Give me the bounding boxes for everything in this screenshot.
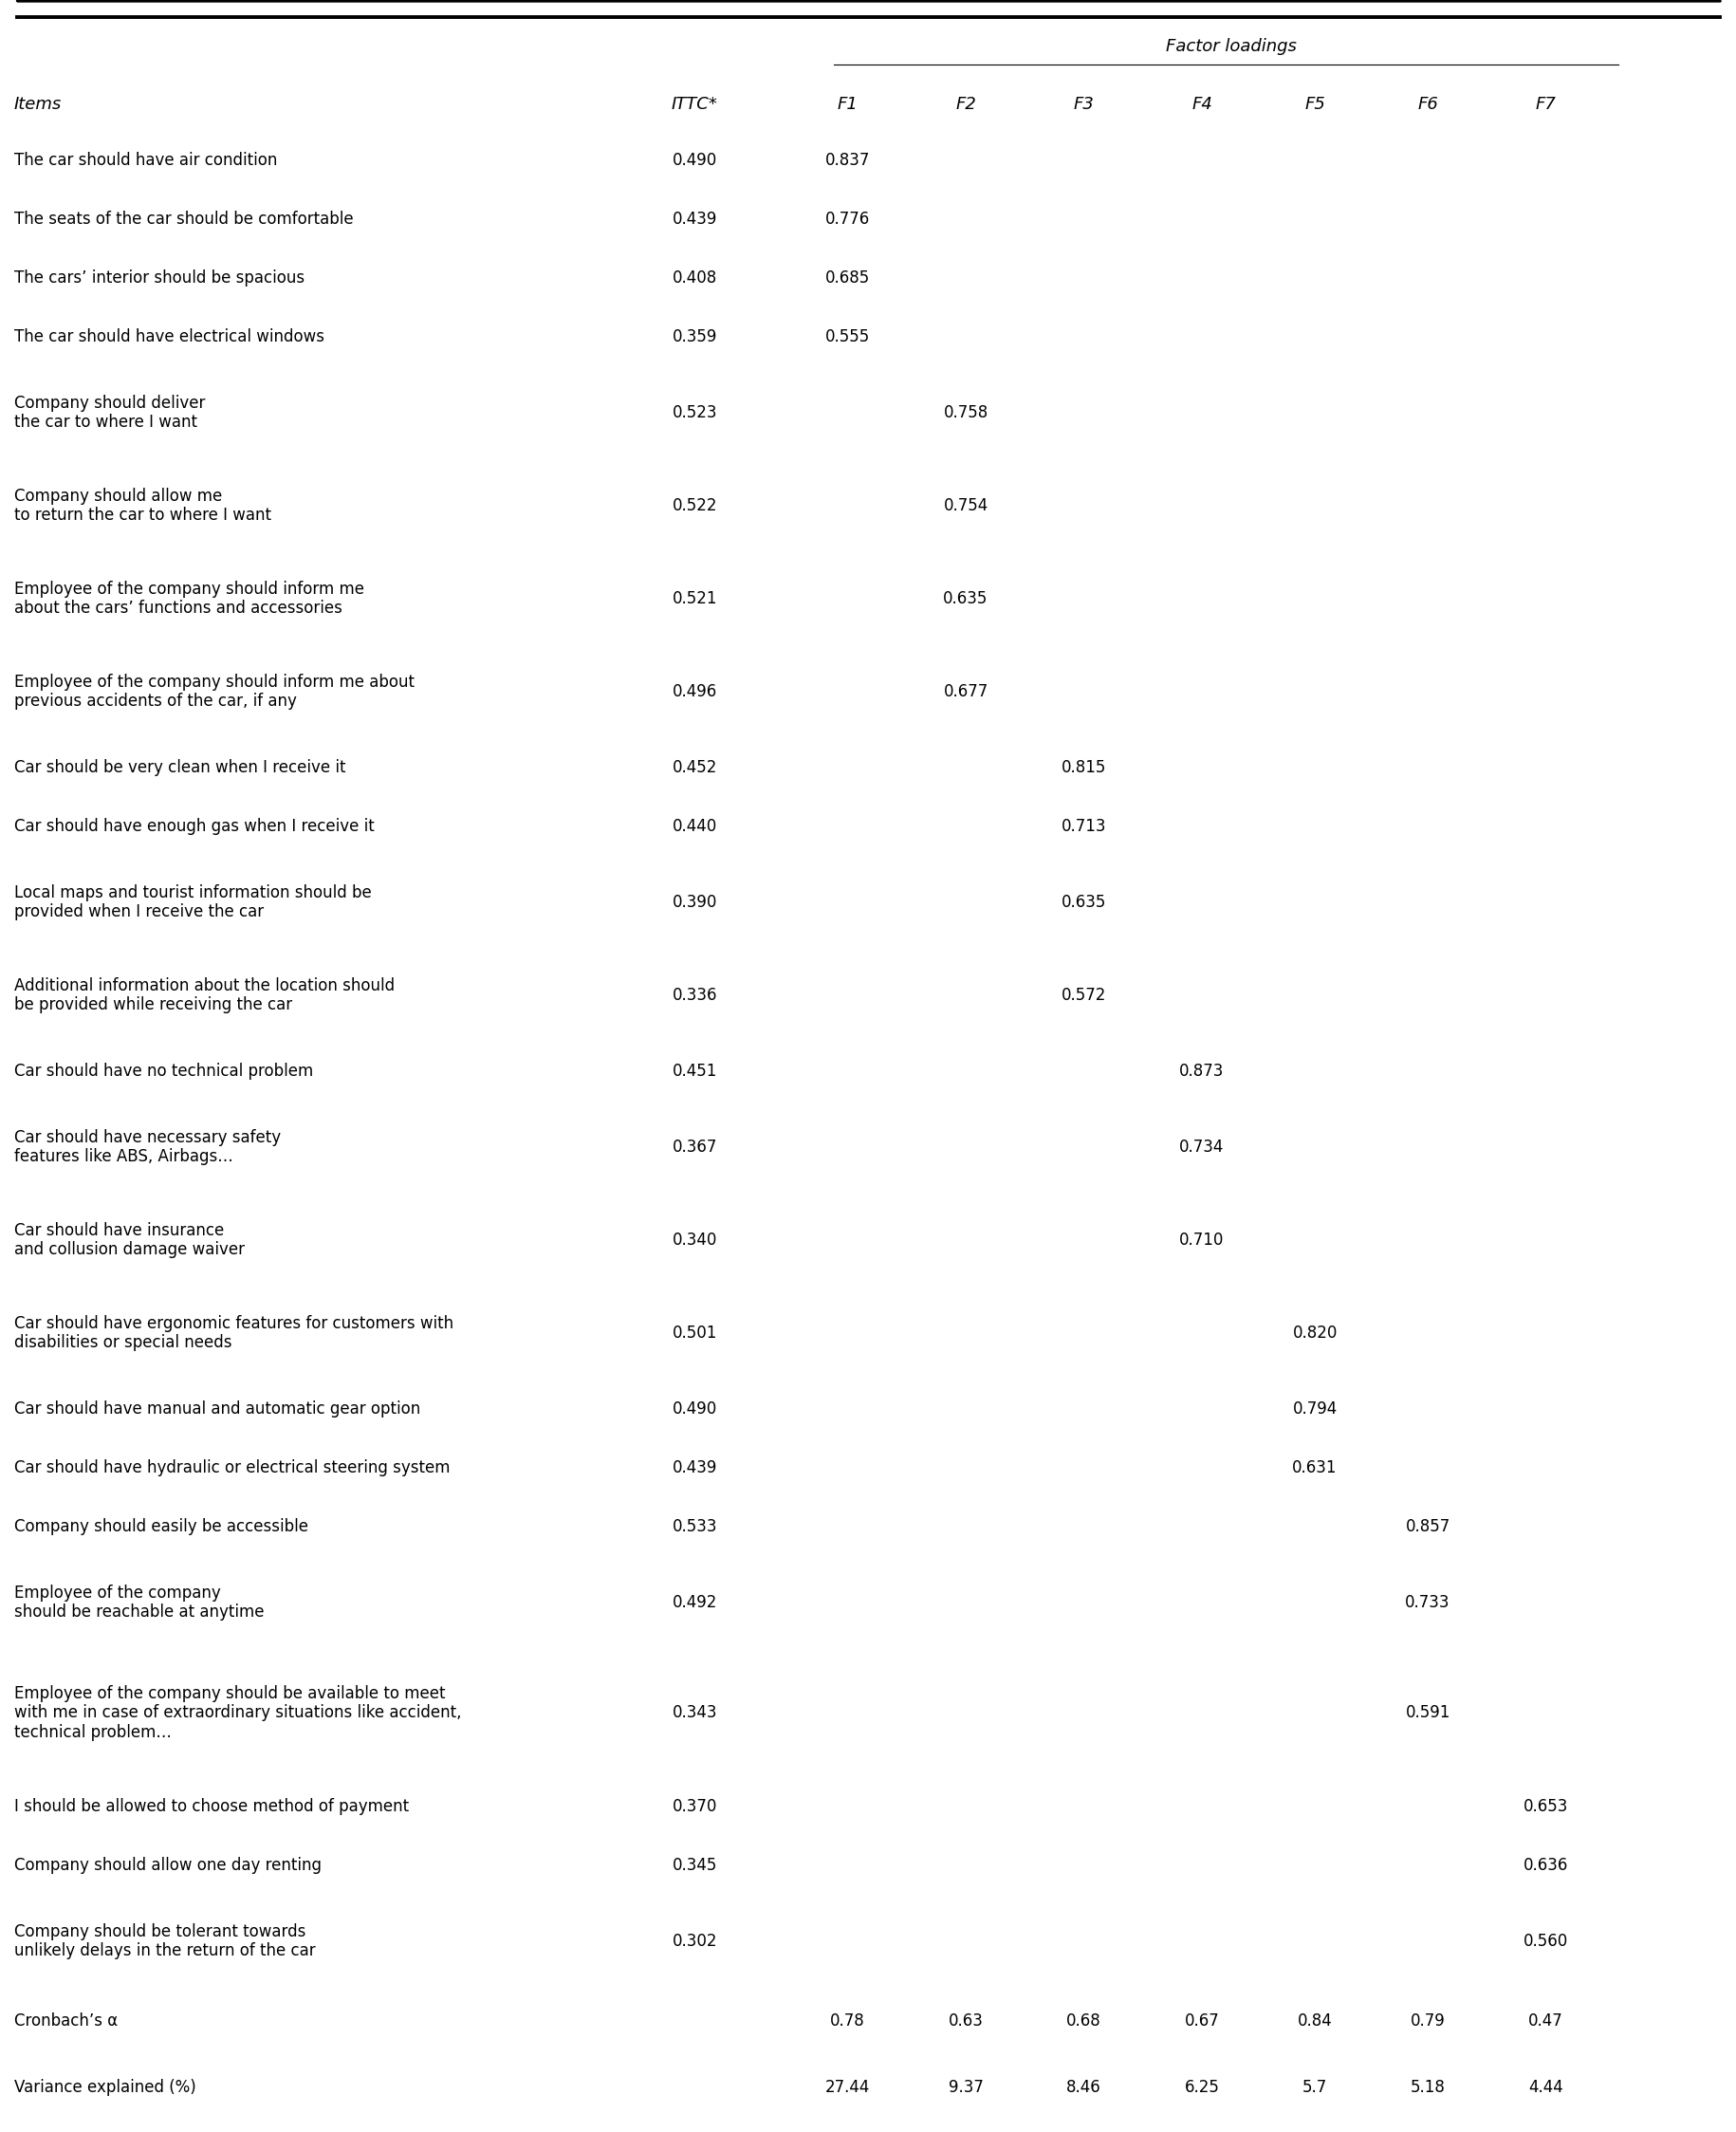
- Text: 0.79: 0.79: [1410, 2013, 1444, 2030]
- Text: F1: F1: [837, 96, 858, 113]
- Text: Company should easily be accessible: Company should easily be accessible: [14, 1518, 307, 1535]
- Text: 0.490: 0.490: [672, 1401, 717, 1418]
- Text: 0.873: 0.873: [1179, 1062, 1224, 1079]
- Text: 0.451: 0.451: [672, 1062, 717, 1079]
- Text: 0.733: 0.733: [1404, 1595, 1450, 1612]
- Text: Company should be tolerant towards
unlikely delays in the return of the car: Company should be tolerant towards unlik…: [14, 1923, 314, 1959]
- Text: 0.408: 0.408: [672, 269, 717, 286]
- Text: 0.490: 0.490: [672, 151, 717, 168]
- Text: Car should have ergonomic features for customers with
disabilities or special ne: Car should have ergonomic features for c…: [14, 1315, 453, 1352]
- Text: 4.44: 4.44: [1528, 2079, 1562, 2096]
- Text: 0.345: 0.345: [672, 1857, 717, 1874]
- Text: 0.555: 0.555: [825, 328, 870, 345]
- Text: 0.492: 0.492: [672, 1595, 717, 1612]
- Text: 0.794: 0.794: [1292, 1401, 1337, 1418]
- Text: 0.522: 0.522: [672, 497, 717, 514]
- Text: Items: Items: [14, 96, 61, 113]
- Text: 0.439: 0.439: [672, 211, 717, 228]
- Text: 0.47: 0.47: [1528, 2013, 1562, 2030]
- Text: 0.636: 0.636: [1522, 1857, 1568, 1874]
- Text: 0.84: 0.84: [1297, 2013, 1332, 2030]
- Text: F5: F5: [1304, 96, 1325, 113]
- Text: 0.713: 0.713: [1061, 819, 1106, 836]
- Text: 0.591: 0.591: [1404, 1706, 1450, 1723]
- Text: The car should have air condition: The car should have air condition: [14, 151, 276, 168]
- Text: 0.439: 0.439: [672, 1458, 717, 1475]
- Text: Local maps and tourist information should be
provided when I receive the car: Local maps and tourist information shoul…: [14, 885, 372, 921]
- Text: The car should have electrical windows: The car should have electrical windows: [14, 328, 325, 345]
- Text: Factor loadings: Factor loadings: [1165, 38, 1297, 55]
- Text: 0.560: 0.560: [1522, 1934, 1568, 1951]
- Text: F2: F2: [955, 96, 976, 113]
- Text: 0.653: 0.653: [1522, 1797, 1568, 1814]
- Text: 0.572: 0.572: [1061, 987, 1106, 1004]
- Text: 0.857: 0.857: [1404, 1518, 1450, 1535]
- Text: 8.46: 8.46: [1066, 2079, 1101, 2096]
- Text: 0.336: 0.336: [672, 987, 717, 1004]
- Text: 0.367: 0.367: [672, 1138, 717, 1156]
- Text: Cronbach’s α: Cronbach’s α: [14, 2013, 118, 2030]
- Text: 0.390: 0.390: [672, 893, 717, 910]
- Text: I should be allowed to choose method of payment: I should be allowed to choose method of …: [14, 1797, 408, 1814]
- Text: 0.776: 0.776: [825, 211, 870, 228]
- Text: F3: F3: [1073, 96, 1094, 113]
- Text: Variance explained (%): Variance explained (%): [14, 2079, 196, 2096]
- Text: 0.523: 0.523: [672, 405, 717, 422]
- Text: 0.67: 0.67: [1184, 2013, 1219, 2030]
- Text: 5.7: 5.7: [1302, 2079, 1326, 2096]
- Text: 0.635: 0.635: [943, 591, 988, 608]
- Text: Employee of the company should inform me
about the cars’ functions and accessori: Employee of the company should inform me…: [14, 580, 365, 616]
- Text: Car should have enough gas when I receive it: Car should have enough gas when I receiv…: [14, 819, 373, 836]
- Text: The seats of the car should be comfortable: The seats of the car should be comfortab…: [14, 211, 352, 228]
- Text: Employee of the company
should be reachable at anytime: Employee of the company should be reacha…: [14, 1584, 264, 1620]
- Text: 0.343: 0.343: [672, 1706, 717, 1723]
- Text: 0.340: 0.340: [672, 1232, 717, 1249]
- Text: 0.734: 0.734: [1179, 1138, 1224, 1156]
- Text: ITTC*: ITTC*: [672, 96, 717, 113]
- Text: 0.452: 0.452: [672, 759, 717, 776]
- Text: Employee of the company should inform me about
previous accidents of the car, if: Employee of the company should inform me…: [14, 674, 413, 710]
- Text: 5.18: 5.18: [1410, 2079, 1444, 2096]
- Text: Company should deliver
the car to where I want: Company should deliver the car to where …: [14, 394, 205, 431]
- Text: 0.685: 0.685: [825, 269, 870, 286]
- Text: Company should allow one day renting: Company should allow one day renting: [14, 1857, 321, 1874]
- Text: F7: F7: [1535, 96, 1555, 113]
- Text: Car should have manual and automatic gear option: Car should have manual and automatic gea…: [14, 1401, 420, 1418]
- Text: 0.815: 0.815: [1061, 759, 1106, 776]
- Text: 0.440: 0.440: [672, 819, 717, 836]
- Text: 0.820: 0.820: [1292, 1324, 1337, 1341]
- Text: 0.837: 0.837: [825, 151, 870, 168]
- Text: 0.533: 0.533: [672, 1518, 717, 1535]
- Text: Car should have necessary safety
features like ABS, Airbags…: Car should have necessary safety feature…: [14, 1128, 281, 1166]
- Text: 0.370: 0.370: [672, 1797, 717, 1814]
- Text: 6.25: 6.25: [1184, 2079, 1219, 2096]
- Text: Company should allow me
to return the car to where I want: Company should allow me to return the ca…: [14, 488, 271, 524]
- Text: 9.37: 9.37: [948, 2079, 983, 2096]
- Text: 0.521: 0.521: [672, 591, 717, 608]
- Text: 0.754: 0.754: [943, 497, 988, 514]
- Text: F4: F4: [1191, 96, 1212, 113]
- Text: The cars’ interior should be spacious: The cars’ interior should be spacious: [14, 269, 304, 286]
- Text: 0.359: 0.359: [672, 328, 717, 345]
- Text: Additional information about the location should
be provided while receiving the: Additional information about the locatio…: [14, 976, 394, 1013]
- Text: 0.758: 0.758: [943, 405, 988, 422]
- Text: F6: F6: [1417, 96, 1437, 113]
- Text: 0.68: 0.68: [1066, 2013, 1101, 2030]
- Text: 27.44: 27.44: [825, 2079, 870, 2096]
- Text: Car should have hydraulic or electrical steering system: Car should have hydraulic or electrical …: [14, 1458, 450, 1475]
- Text: 0.63: 0.63: [948, 2013, 983, 2030]
- Text: Car should be very clean when I receive it: Car should be very clean when I receive …: [14, 759, 345, 776]
- Text: 0.496: 0.496: [672, 682, 717, 699]
- Text: 0.710: 0.710: [1179, 1232, 1224, 1249]
- Text: Employee of the company should be available to meet
with me in case of extraordi: Employee of the company should be availa…: [14, 1684, 462, 1742]
- Text: 0.302: 0.302: [672, 1934, 717, 1951]
- Text: 0.631: 0.631: [1292, 1458, 1337, 1475]
- Text: 0.78: 0.78: [830, 2013, 865, 2030]
- Text: 0.677: 0.677: [943, 682, 988, 699]
- Text: 0.501: 0.501: [672, 1324, 717, 1341]
- Text: Car should have insurance
and collusion damage waiver: Car should have insurance and collusion …: [14, 1222, 245, 1258]
- Text: 0.635: 0.635: [1061, 893, 1106, 910]
- Text: Car should have no technical problem: Car should have no technical problem: [14, 1062, 312, 1079]
